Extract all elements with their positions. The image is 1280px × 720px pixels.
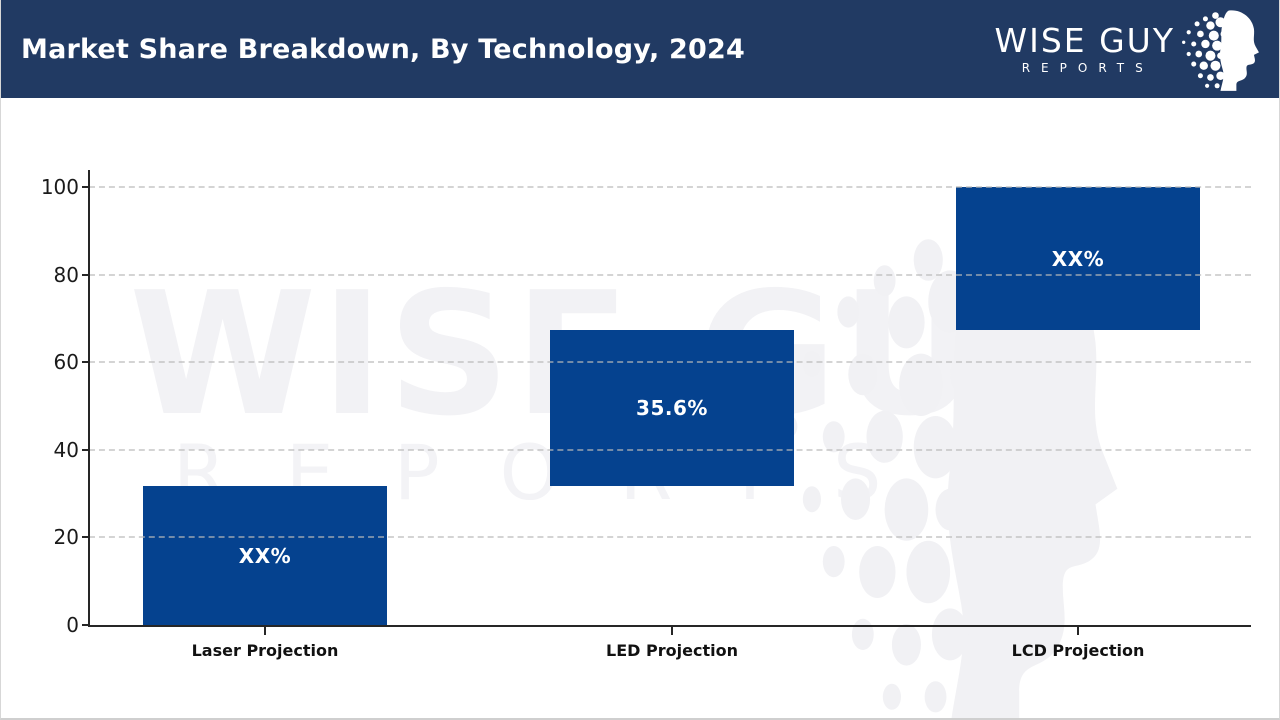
y-tick-label: 0 xyxy=(66,613,79,637)
wiseguy-logo-brand: WISE GUY xyxy=(994,20,1175,60)
x-tick-mark xyxy=(264,627,266,635)
bar-value-label: XX% xyxy=(1051,246,1105,271)
y-tick-mark xyxy=(82,361,89,364)
h-gridline xyxy=(89,448,1251,451)
y-tick-label: 60 xyxy=(53,350,79,375)
y-axis-line xyxy=(88,170,90,627)
y-tick-mark xyxy=(82,448,89,451)
wiseguy-head-icon xyxy=(1182,10,1259,91)
y-tick-label: 20 xyxy=(53,525,79,550)
h-gridline xyxy=(89,361,1251,364)
y-tick-label: 100 xyxy=(40,175,79,199)
header-bar: Market Share Breakdown, By Technology, 2… xyxy=(1,0,1279,98)
h-gridline xyxy=(89,186,1251,188)
y-tick-mark xyxy=(82,624,89,626)
waterfall-bar-1 xyxy=(143,486,387,625)
waterfall-bar-2 xyxy=(550,330,794,487)
y-tick-mark xyxy=(82,186,89,188)
x-tick-mark xyxy=(1077,627,1079,635)
wiseguy-logo-text: WISE GUY REPORTS xyxy=(994,20,1175,75)
y-tick-mark xyxy=(82,273,89,276)
x-axis-line xyxy=(88,625,1251,627)
x-tick-mark xyxy=(671,627,673,635)
bar-value-label: XX% xyxy=(238,543,292,568)
page-title: Market Share Breakdown, By Technology, 2… xyxy=(21,33,746,65)
h-gridline xyxy=(89,536,1251,539)
y-tick-label: 80 xyxy=(53,262,79,287)
h-gridline xyxy=(89,273,1251,276)
y-tick-mark xyxy=(82,536,89,539)
x-category-label: Laser Projection xyxy=(191,641,339,660)
wiseguy-logo: WISE GUY REPORTS xyxy=(994,6,1269,92)
wiseguy-logo-reports: REPORTS xyxy=(1021,60,1154,75)
x-category-label: LED Projection xyxy=(606,641,738,660)
bar-value-label: 35.6% xyxy=(636,396,708,421)
y-tick-label: 40 xyxy=(53,437,79,462)
x-category-label: LCD Projection xyxy=(1011,641,1145,660)
